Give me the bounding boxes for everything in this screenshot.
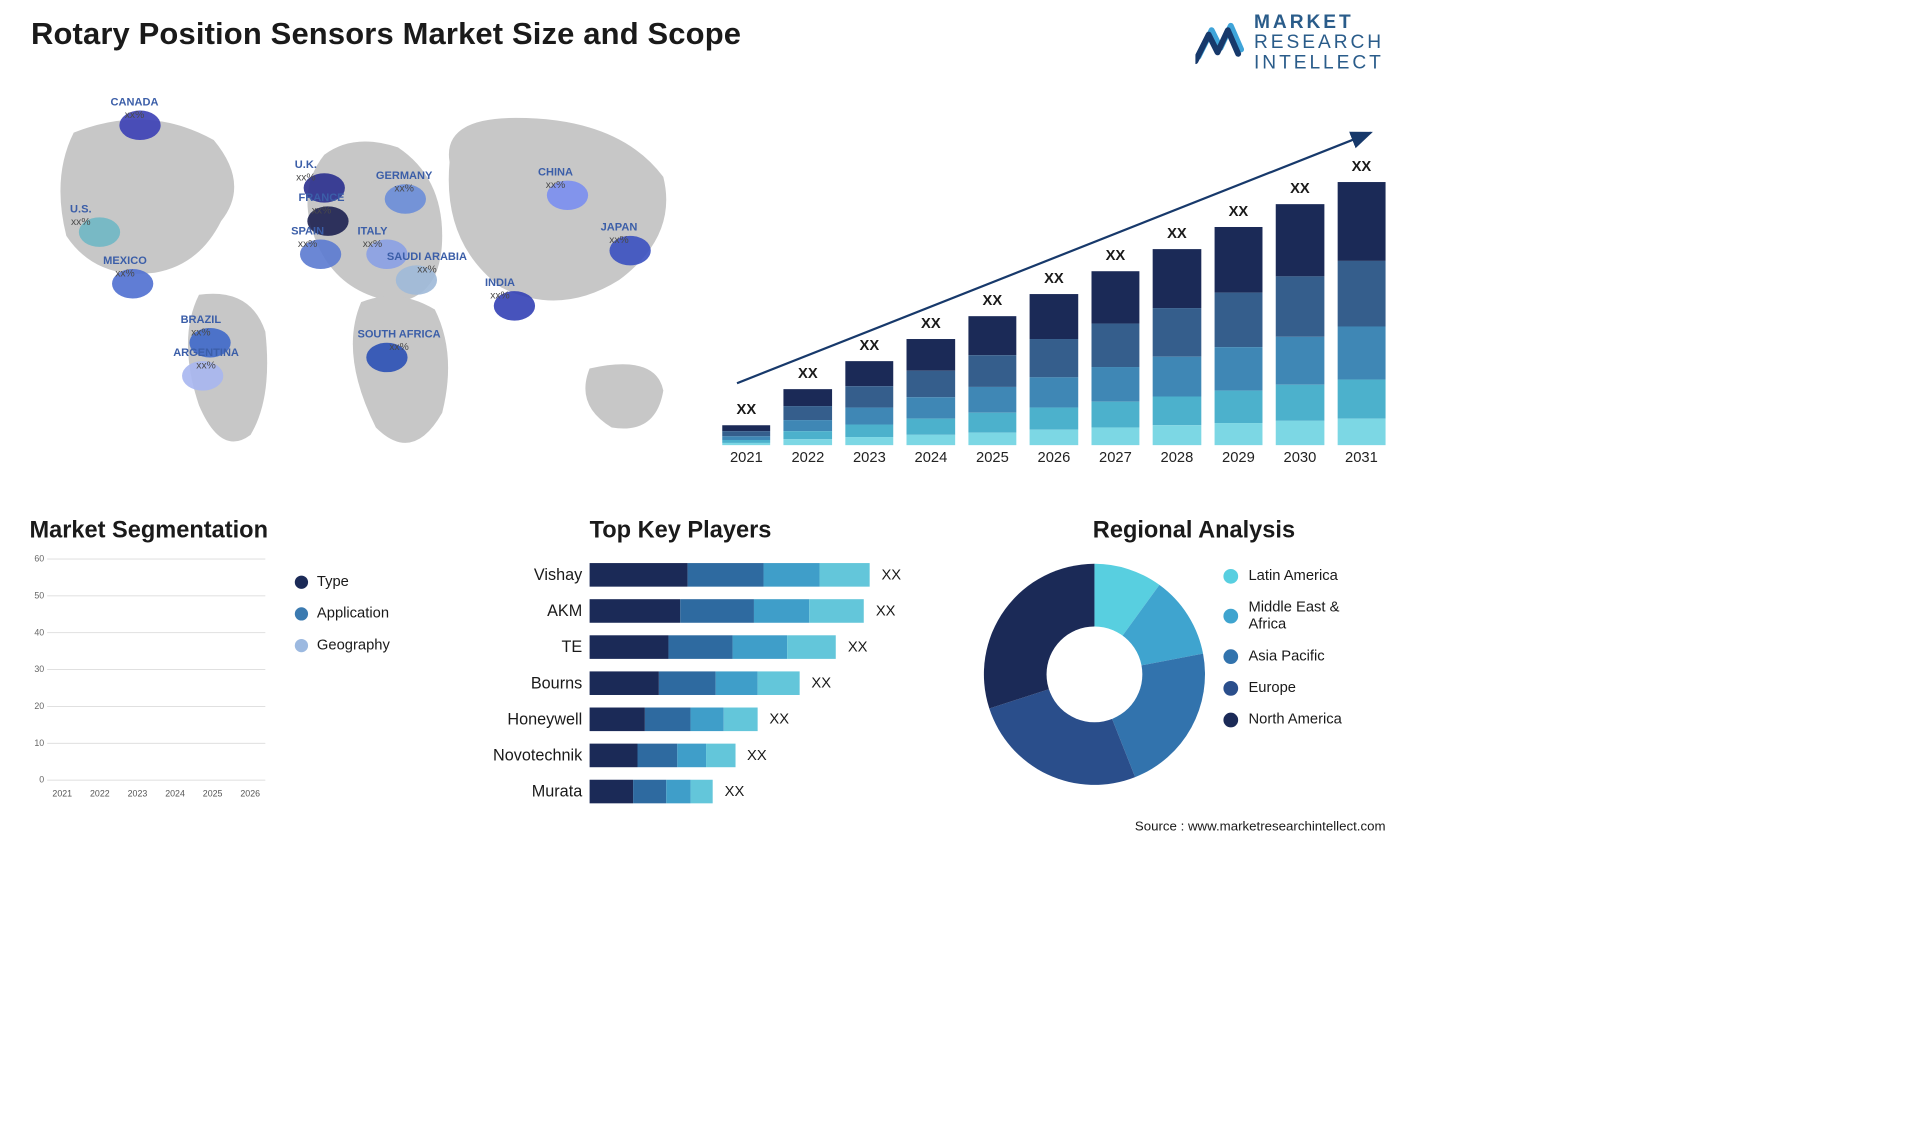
main-bar-2021: XX [722, 426, 770, 446]
world-map: CANADAxx% U.S.xx% MEXICOxx% BRAZILxx% ARGENT… [29, 88, 678, 471]
logo-text-2: RESEARCH [1254, 32, 1384, 52]
header: Rotary Position Sensors Market Size and … [31, 16, 1384, 82]
key-players-title: Top Key Players [590, 516, 981, 543]
seg-legend-item: Application [295, 605, 390, 622]
main-bar-xlabel: 2024 [907, 450, 955, 472]
main-bar-value: XX [1214, 203, 1262, 220]
regional-donut [980, 560, 1208, 788]
page-title: Rotary Position Sensors Market Size and … [31, 16, 1384, 51]
main-bar-value: XX [1337, 158, 1385, 175]
main-bar-value: XX [1276, 181, 1324, 198]
main-bar-value: XX [1091, 248, 1139, 265]
main-bar-2024: XX [907, 339, 955, 445]
kp-label: Murata [464, 778, 582, 805]
market-size-chart: XXXXXXXXXXXXXXXXXXXXXX 20212022202320242… [722, 118, 1385, 472]
brand-logo: MARKET RESEARCH INTELLECT [1195, 12, 1384, 72]
main-bar-2027: XX [1091, 272, 1139, 446]
main-bar-xlabel: 2028 [1153, 450, 1201, 472]
seg-legend-item: Geography [295, 637, 390, 654]
kp-row: XX [590, 778, 907, 805]
map-label-us: U.S.xx% [70, 203, 92, 228]
main-bar-value: XX [907, 315, 955, 332]
main-bar-xlabel: 2025 [968, 450, 1016, 472]
kp-label: AKM [464, 598, 582, 625]
main-bar-xlabel: 2026 [1030, 450, 1078, 472]
map-label-safrica: SOUTH AFRICAxx% [357, 328, 440, 353]
main-bar-xlabel: 2030 [1276, 450, 1324, 472]
map-label-spain: SPAINxx% [291, 225, 324, 250]
regional-legend-item: North America [1223, 711, 1370, 728]
main-bar-value: XX [1153, 226, 1201, 243]
main-bar-2031: XX [1337, 182, 1385, 445]
kp-label: Bourns [464, 670, 582, 697]
main-bar-xlabel: 2023 [845, 450, 893, 472]
regional-legend-item: Middle East & Africa [1223, 599, 1370, 633]
map-label-mexico: MEXICOxx% [103, 254, 147, 279]
main-bar-xlabel: 2021 [722, 450, 770, 472]
map-label-china: CHINAxx% [538, 166, 573, 191]
main-bar-2026: XX [1030, 294, 1078, 445]
logo-text-1: MARKET [1254, 12, 1384, 32]
regional-legend-item: Europe [1223, 680, 1370, 697]
kp-label: Honeywell [464, 706, 582, 733]
map-label-argentina: ARGENTINAxx% [173, 346, 239, 371]
regional-title: Regional Analysis [1002, 516, 1385, 543]
map-label-france: FRANCExx% [298, 192, 344, 217]
main-bar-value: XX [722, 402, 770, 419]
kp-row: XX [590, 706, 907, 733]
segmentation-panel: Market Segmentation 0102030405060 202120… [29, 516, 427, 811]
map-label-germany: GERMANYxx% [376, 170, 433, 195]
kp-row: XX [590, 670, 907, 697]
main-bar-xlabel: 2022 [784, 450, 832, 472]
map-label-brazil: BRAZILxx% [181, 313, 222, 338]
kp-row: XX [590, 562, 907, 589]
main-bar-2030: XX [1276, 204, 1324, 445]
main-bar-xlabel: 2029 [1214, 450, 1262, 472]
segmentation-chart: 0102030405060 202120222023202420252026 [29, 559, 265, 802]
map-label-japan: JAPANxx% [601, 221, 638, 246]
main-bar-xlabel: 2027 [1091, 450, 1139, 472]
regional-legend-item: Asia Pacific [1223, 648, 1370, 665]
source-credit: Source : www.marketresearchintellect.com [1135, 819, 1386, 834]
main-bar-2025: XX [968, 316, 1016, 445]
kp-label: TE [464, 634, 582, 661]
kp-row: XX [590, 634, 907, 661]
regional-legend-item: Latin America [1223, 567, 1370, 584]
segmentation-title: Market Segmentation [29, 516, 427, 543]
main-bar-2023: XX [845, 361, 893, 445]
regional-panel: Regional Analysis Latin America Middle Ea… [1002, 516, 1385, 811]
main-bar-2028: XX [1153, 249, 1201, 445]
kp-row: XX [590, 598, 907, 625]
kp-label: Vishay [464, 562, 582, 589]
world-map-svg [29, 88, 678, 471]
main-bar-value: XX [1030, 270, 1078, 287]
kp-label: Novotechnik [464, 742, 582, 769]
logo-text-3: INTELLECT [1254, 52, 1384, 72]
main-bar-value: XX [784, 366, 832, 383]
map-label-canada: CANADAxx% [111, 96, 159, 121]
map-label-india: INDIAxx% [485, 276, 515, 301]
logo-icon [1195, 20, 1244, 64]
regional-legend: Latin America Middle East & Africa Asia Pa… [1223, 567, 1370, 728]
main-bar-xlabel: 2031 [1337, 450, 1385, 472]
segmentation-legend: Type Application Geography [295, 573, 390, 653]
main-bar-2029: XX [1214, 227, 1262, 445]
map-label-uk: U.K.xx% [295, 158, 317, 183]
map-label-saudi: SAUDI ARABIAxx% [387, 251, 467, 276]
main-bar-2022: XX [784, 389, 832, 445]
map-label-italy: ITALYxx% [357, 225, 387, 250]
seg-legend-item: Type [295, 573, 390, 590]
kp-row: XX [590, 742, 907, 769]
key-players-panel: Top Key Players Vishay AKM TE Bourns Honeywe… [464, 516, 980, 811]
main-bar-value: XX [968, 293, 1016, 310]
main-bar-value: XX [845, 338, 893, 355]
